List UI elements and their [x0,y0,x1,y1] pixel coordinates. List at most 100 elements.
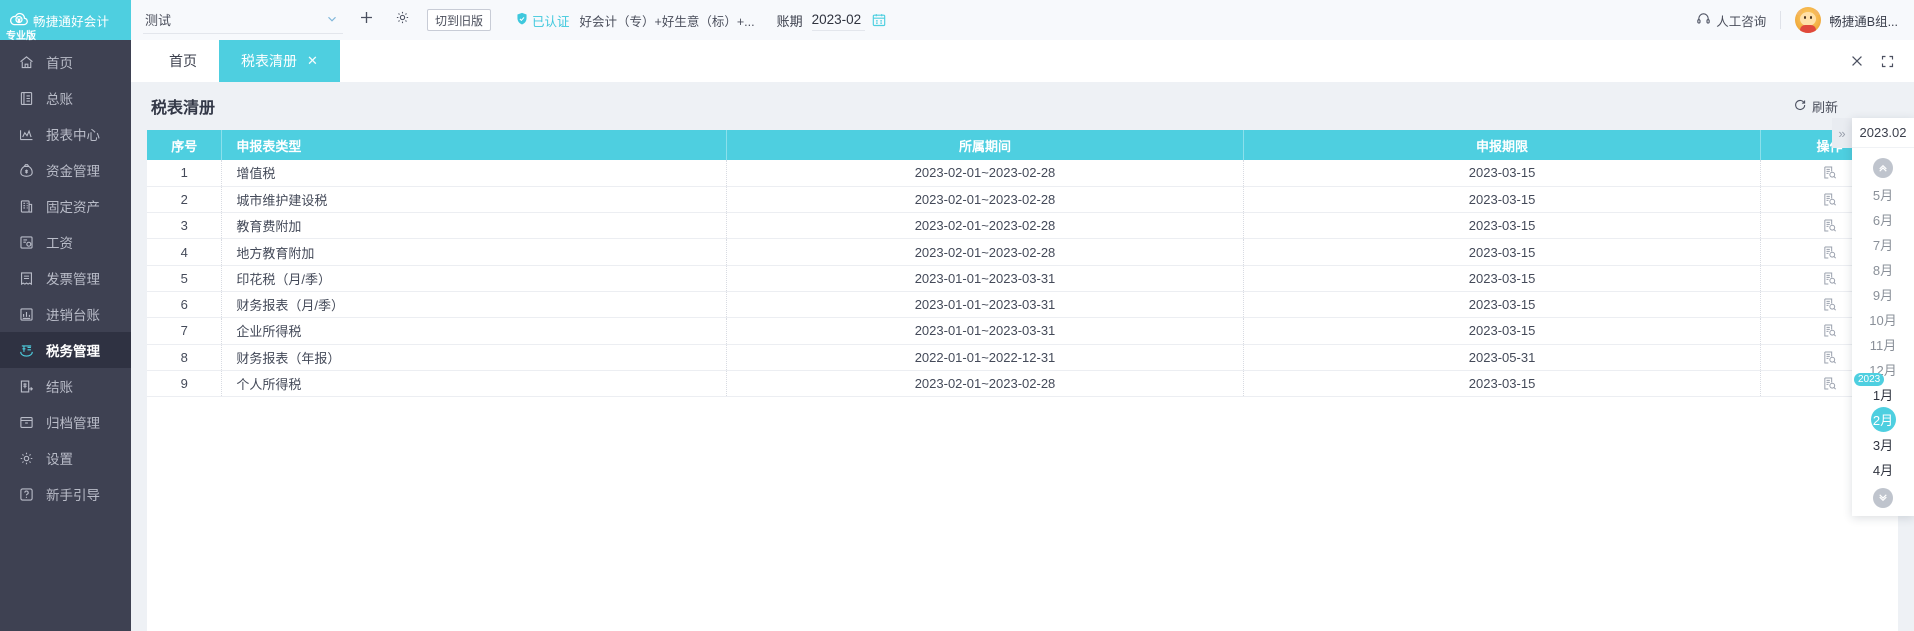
cell-index: 1 [147,160,223,187]
table-row[interactable]: 6 财务报表（月/季） 2023-01-01~2023-03-31 2023-0… [147,291,1898,319]
document-search-icon[interactable] [1761,192,1898,207]
sidebar-item-fixed-assets[interactable]: 固定资产 [0,188,131,224]
month-option-2-selected[interactable]: 2月 [1852,407,1914,432]
sidebar-item-label: 首页 [46,56,73,71]
sidebar-item-reports[interactable]: 报表中心 [0,116,131,152]
verified-badge[interactable]: 已认证 [515,11,570,30]
chevron-down-icon [325,12,339,28]
document-search-icon[interactable] [1761,245,1898,260]
sidebar-item-ledger[interactable]: 总账 [0,80,131,116]
table-row[interactable]: 8 财务报表（年报） 2022-01-01~2022-12-31 2023-05… [147,344,1898,371]
sidebar-item-settings[interactable]: 设置 [0,440,131,476]
calendar-icon[interactable] [871,12,887,28]
period-value[interactable]: 2023-02 [811,10,866,31]
sidebar-item-archive[interactable]: 归档管理 [0,404,131,440]
table-row[interactable]: 3 教育费附加 2023-02-01~2023-02-28 2023-03-15 [147,212,1898,240]
main-area: 测试 [131,0,1914,631]
cell-type: 教育费附加 [221,212,727,240]
tab-bar-actions [1842,40,1914,82]
fullscreen-icon[interactable] [1872,46,1902,76]
table-row[interactable]: 7 企业所得税 2023-01-01~2023-03-31 2023-03-15 [147,317,1898,345]
table-row[interactable]: 9 个人所得税 2023-02-01~2023-02-28 2023-03-15 [147,370,1898,398]
account-set-value: 测试 [145,13,172,28]
cell-due: 2023-03-15 [1243,186,1762,214]
building-icon [18,198,35,215]
month-option-3[interactable]: 3月 [1872,438,1894,453]
month-option-11[interactable]: 11月 [1869,338,1897,353]
sidebar-item-home[interactable]: 首页 [0,44,131,80]
month-picker-panel: 2023.02 5月 6月 7月 8月 9月 10月 11月 12月 2023 … [1852,118,1914,516]
sidebar-item-label: 归档管理 [46,416,100,431]
month-option-10[interactable]: 10月 [1869,313,1897,328]
document-search-icon[interactable] [1761,165,1898,180]
cell-period: 2023-02-01~2023-02-28 [726,370,1245,398]
sidebar-item-label: 设置 [46,452,73,467]
chart-icon [18,126,35,143]
cell-type: 企业所得税 [221,317,727,345]
cloud-yen-logo-icon [8,9,30,31]
cell-type: 印花税（月/季） [221,265,727,292]
cell-period: 2023-01-01~2023-03-31 [726,265,1245,292]
home-icon [18,54,35,71]
cell-type: 地方教育附加 [221,238,727,266]
close-icon[interactable]: ✕ [307,53,318,68]
month-picker-current[interactable]: 2023.02 [1852,118,1914,148]
table-container: 序号 申报表类型 所属期间 申报期限 操作 1 增值税 2023 [147,130,1898,631]
month-option-1[interactable]: 2023 1月 [1852,373,1914,407]
tab-home[interactable]: 首页 [147,40,219,82]
month-option-4[interactable]: 4月 [1872,463,1894,478]
tab-tax-report-list[interactable]: 税表清册 ✕ [219,40,340,82]
month-option-6[interactable]: 6月 [1872,213,1894,228]
avatar[interactable] [1795,7,1822,33]
sidebar-item-label: 税务管理 [46,344,100,359]
document-search-icon[interactable] [1761,350,1898,365]
add-button[interactable] [353,7,379,33]
document-search-icon[interactable] [1761,218,1898,233]
cell-period: 2023-02-01~2023-02-28 [726,160,1245,187]
switch-old-version-button[interactable]: 切到旧版 [427,9,492,31]
chevrons-right-icon[interactable]: » [1832,118,1852,148]
product-list[interactable]: 好会计（专）+好生意（标）+... [579,14,755,29]
sidebar-item-settlement[interactable]: 结账 [0,368,131,404]
close-icon[interactable] [1842,46,1872,76]
cell-period: 2023-02-01~2023-02-28 [726,212,1245,240]
month-option-8[interactable]: 8月 [1872,263,1894,278]
document-search-icon[interactable] [1761,376,1898,391]
account-set-select[interactable]: 测试 [143,6,343,34]
month-option-7[interactable]: 7月 [1872,238,1894,253]
sidebar-item-label: 新手引导 [46,488,100,503]
table-row[interactable]: 5 印花税（月/季） 2023-01-01~2023-03-31 2023-03… [147,265,1898,292]
cell-type: 增值税 [221,160,727,187]
refresh-button[interactable]: 刷新 [1793,97,1894,116]
sidebar-item-invoice[interactable]: 发票管理 [0,260,131,296]
document-search-icon[interactable] [1761,297,1898,312]
table-row[interactable]: 2 城市维护建设税 2023-02-01~2023-02-28 2023-03-… [147,186,1898,214]
month-option-5[interactable]: 5月 [1872,188,1894,203]
tab-label: 首页 [169,53,197,69]
month-option-9[interactable]: 9月 [1872,288,1894,303]
table-row[interactable]: 4 地方教育附加 2023-02-01~2023-02-28 2023-03-1… [147,238,1898,266]
document-search-icon[interactable] [1761,323,1898,338]
table-row[interactable]: 1 增值税 2023-02-01~2023-02-28 2023-03-15 [147,160,1898,187]
chevrons-up-icon[interactable] [1873,158,1893,178]
document-search-icon[interactable] [1761,271,1898,286]
table-header-row: 序号 申报表类型 所属期间 申报期限 操作 [147,130,1898,160]
tab-label: 税表清册 [241,53,297,69]
user-name[interactable]: 畅捷通B组... [1829,14,1898,29]
sidebar-item-payroll[interactable]: 工资 [0,224,131,260]
cell-index: 4 [147,238,223,266]
chevrons-down-icon[interactable] [1873,488,1893,508]
verified-label: 已认证 [532,14,570,29]
brand-header: 畅捷通好会计 专业版 [0,0,131,42]
human-consult-button[interactable]: 人工咨询 [1696,11,1766,30]
sidebar-item-guide[interactable]: 新手引导 [0,476,131,512]
sidebar-item-stock-book[interactable]: 进销台账 [0,296,131,332]
topbar: 测试 [131,0,1914,40]
gear-icon [18,450,35,467]
cell-type: 财务报表（年报） [221,344,727,371]
settings-button[interactable] [389,7,415,33]
invoice-icon [18,270,35,287]
sidebar-item-tax[interactable]: 税务管理 [0,332,131,368]
sidebar-item-funds[interactable]: 资金管理 [0,152,131,188]
